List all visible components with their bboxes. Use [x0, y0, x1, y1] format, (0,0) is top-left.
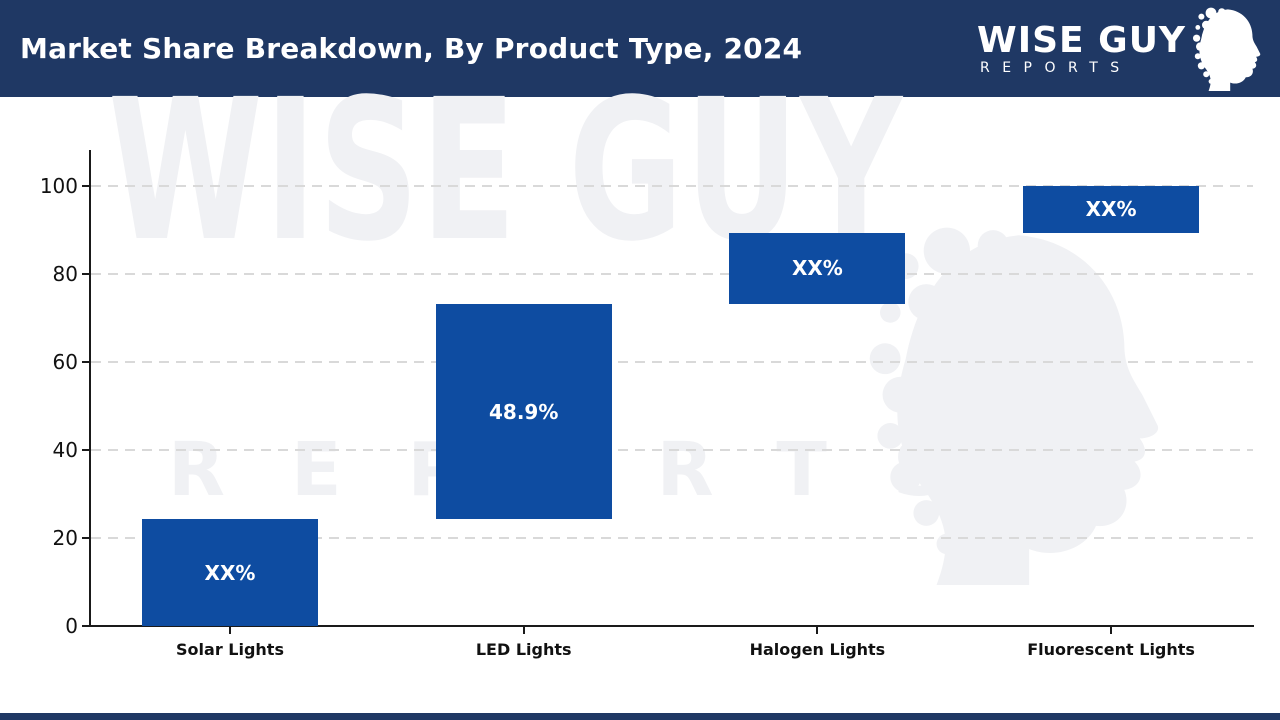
x-category-label: LED Lights — [475, 640, 572, 659]
gridline-40 — [91, 449, 1253, 451]
bar-led-lights — [435, 303, 612, 520]
y-tick-20 — [82, 537, 90, 539]
bar-value-label: 48.9% — [488, 399, 559, 424]
gridline-100 — [91, 185, 1253, 187]
footer-bar — [0, 713, 1280, 720]
y-tick-0 — [82, 625, 90, 627]
header-bar: Market Share Breakdown, By Product Type,… — [0, 0, 1280, 97]
logo-text: WISE GUY REPORTS — [976, 19, 1186, 77]
bar-value-label: XX% — [1085, 197, 1137, 222]
y-axis-spine — [89, 150, 91, 627]
brand-logo: WISE GUY REPORTS — [977, 6, 1266, 92]
x-category-label: Fluorescent Lights — [1027, 640, 1195, 659]
x-axis-line — [89, 625, 1254, 627]
gridline-60 — [91, 361, 1253, 363]
y-tick-label-0: 0 — [65, 614, 78, 638]
bar-value-label: XX% — [204, 560, 256, 585]
gridline-80 — [91, 273, 1253, 275]
x-category-label: Halogen Lights — [749, 640, 886, 659]
x-tick-2 — [816, 627, 819, 634]
y-tick-label-20: 20 — [52, 526, 78, 550]
bar-value-label: XX% — [791, 256, 843, 281]
x-tick-1 — [522, 627, 525, 634]
logo-wordmark: WISE GUY — [976, 19, 1186, 61]
y-tick-label-40: 40 — [52, 438, 78, 462]
x-tick-0 — [229, 627, 231, 634]
x-category-label: Solar Lights — [176, 640, 284, 659]
y-tick-40 — [82, 449, 90, 451]
y-tick-100 — [82, 185, 90, 187]
y-tick-80 — [82, 273, 90, 275]
page-title: Market Share Breakdown, By Product Type,… — [20, 32, 803, 65]
bar-solar-lights — [142, 519, 318, 626]
logo-subtitle: REPORTS — [979, 60, 1132, 77]
bar-fluorescent-lights — [1023, 186, 1200, 233]
bar-halogen-lights — [729, 232, 906, 304]
y-tick-label-100: 100 — [39, 174, 78, 198]
x-tick-3 — [1110, 627, 1113, 634]
y-tick-label-60: 60 — [52, 350, 78, 374]
y-tick-label-80: 80 — [52, 262, 78, 286]
y-tick-60 — [82, 361, 90, 363]
gridline-20 — [91, 537, 1253, 539]
